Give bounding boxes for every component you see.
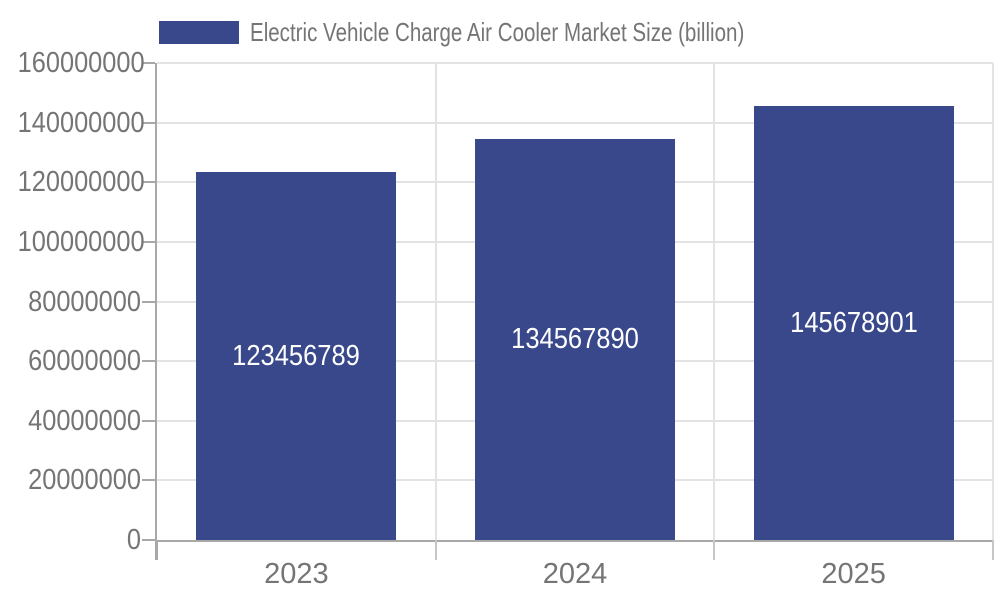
y-tick-label: 100000000 xyxy=(17,225,145,258)
y-tick-label: 0 xyxy=(126,524,141,556)
y-axis-tick xyxy=(142,300,155,303)
bar xyxy=(753,105,954,540)
gridline-horizontal xyxy=(157,62,993,64)
y-tick-label: 140000000 xyxy=(17,106,145,139)
y-tick-label: 60000000 xyxy=(28,345,141,378)
x-axis-line xyxy=(155,540,993,542)
y-tick-label: 40000000 xyxy=(28,404,141,437)
bar-value-label: 123456789 xyxy=(232,339,361,372)
gridline-horizontal xyxy=(157,121,993,124)
y-axis-tick xyxy=(142,181,155,184)
x-tick-label: 2025 xyxy=(821,558,886,590)
gridline-vertical xyxy=(713,63,716,540)
y-tick-label: 160000000 xyxy=(17,47,145,79)
legend-label: Electric Vehicle Charge Air Cooler Marke… xyxy=(250,17,745,47)
x-tick-label: 2024 xyxy=(542,558,608,590)
y-axis-tick xyxy=(142,62,155,64)
x-axis-tick xyxy=(156,540,158,560)
y-axis-line xyxy=(155,63,157,560)
bar-value-label: 134567890 xyxy=(511,323,639,356)
y-tick-label: 80000000 xyxy=(28,285,141,318)
x-axis-tick xyxy=(713,540,716,560)
x-tick-label: 2023 xyxy=(264,558,329,590)
x-axis-tick xyxy=(434,540,437,560)
bar-value-label: 145678901 xyxy=(789,306,918,339)
y-axis-tick xyxy=(142,479,155,482)
bar xyxy=(196,171,397,540)
y-axis-tick xyxy=(142,240,155,243)
plot-border-right xyxy=(992,63,994,560)
y-axis-tick xyxy=(142,360,155,363)
bar xyxy=(475,138,675,540)
y-axis-tick xyxy=(142,419,155,422)
y-axis-tick xyxy=(142,121,155,124)
y-axis-tick xyxy=(142,539,155,541)
x-axis-tick xyxy=(992,540,994,560)
y-tick-label: 20000000 xyxy=(28,464,141,497)
gridline-vertical xyxy=(434,63,437,540)
y-tick-label: 120000000 xyxy=(17,166,145,199)
legend-swatch xyxy=(159,21,239,44)
